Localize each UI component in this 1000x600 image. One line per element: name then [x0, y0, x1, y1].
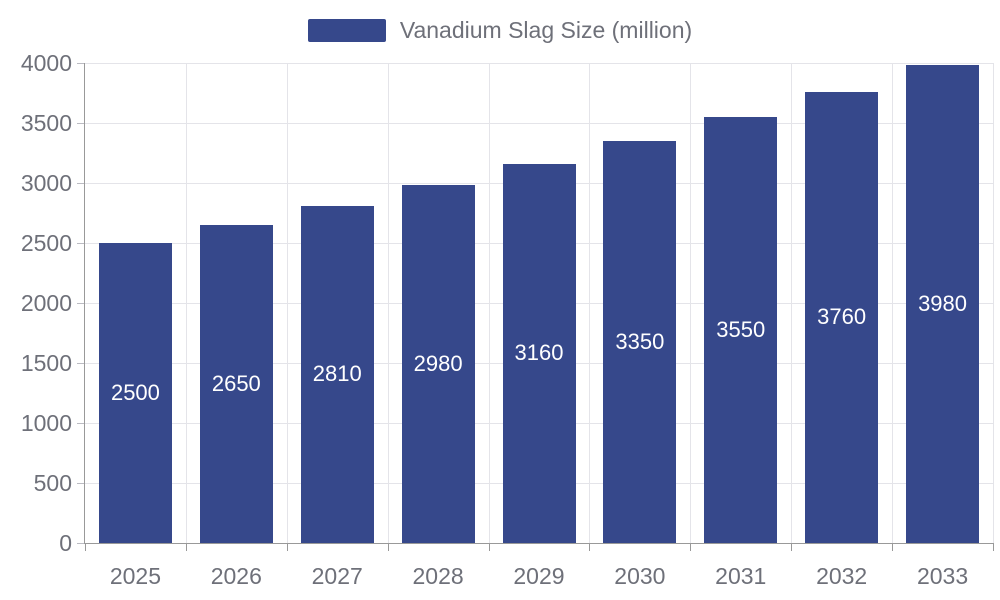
bar-value-label: 3980	[918, 291, 968, 317]
x-axis-label-2025: 2025	[109, 563, 162, 589]
bar-value-label: 2650	[211, 371, 261, 396]
x-axis-label-2030: 2030	[614, 563, 666, 589]
y-axis-label: 2000	[20, 290, 72, 316]
bar-2029[interactable]: 3160	[502, 163, 576, 543]
y-axis-tick	[77, 363, 84, 364]
x-axis-tick	[488, 544, 490, 551]
y-axis-label: 1500	[20, 350, 72, 376]
gridline-vertical	[286, 63, 288, 543]
gridline-vertical	[791, 63, 793, 543]
bar-value-label: 3550	[716, 317, 766, 342]
y-axis-label: 3500	[20, 110, 72, 136]
y-axis-tick	[77, 63, 84, 64]
x-axis-label-2032: 2032	[816, 563, 868, 589]
legend-swatch[interactable]	[307, 18, 386, 42]
x-axis-label-2026: 2026	[210, 563, 262, 589]
bar-value-label: 2810	[312, 361, 362, 387]
y-axis-label: 3000	[20, 170, 72, 196]
gridline-vertical	[993, 63, 994, 543]
y-axis-label: 0	[59, 530, 72, 556]
y-axis-label: 2500	[20, 230, 72, 256]
x-axis-tick	[85, 544, 86, 551]
gridline-horizontal	[85, 123, 993, 124]
bar-value-label: 3760	[817, 304, 867, 330]
x-axis-tick	[185, 544, 187, 551]
y-axis-label: 500	[33, 470, 72, 496]
gridline-vertical	[387, 63, 389, 543]
gridline-vertical	[488, 63, 490, 543]
bar-value-label: 3160	[514, 340, 564, 366]
x-axis-tick	[690, 544, 692, 551]
x-axis-tick	[791, 544, 793, 551]
x-axis-tick	[387, 544, 389, 551]
bar-value-label: 2980	[413, 351, 463, 377]
gridline-horizontal	[85, 63, 993, 64]
x-axis-label-2031: 2031	[715, 563, 767, 589]
bar-2030[interactable]: 3350	[603, 141, 677, 543]
legend[interactable]: Vanadium Slag Size (million)	[0, 17, 1000, 43]
gridline-vertical	[892, 63, 894, 543]
bar-2032[interactable]: 3760	[805, 91, 879, 543]
gridline-vertical	[185, 63, 187, 543]
bar-value-label: 3350	[615, 329, 665, 354]
x-axis-label-2033: 2033	[916, 563, 969, 589]
x-axis-tick	[993, 544, 994, 551]
bar-2033[interactable]: 3980	[906, 65, 980, 543]
x-axis-line	[84, 543, 994, 544]
gridline-vertical	[690, 63, 692, 543]
bar-2025[interactable]: 2500	[98, 243, 172, 543]
y-axis-label: 4000	[20, 50, 72, 76]
y-axis-tick	[77, 183, 84, 184]
x-axis-label-2029: 2029	[513, 563, 565, 589]
y-axis-tick	[77, 243, 84, 244]
bar-value-label: 2500	[110, 380, 160, 405]
x-axis-label-2027: 2027	[311, 563, 363, 589]
y-axis-tick	[77, 123, 84, 124]
y-axis-tick	[77, 483, 84, 484]
x-axis-tick	[286, 544, 288, 551]
y-axis-tick	[77, 423, 84, 424]
y-axis-line	[84, 63, 85, 544]
legend-label[interactable]: Vanadium Slag Size (million)	[399, 17, 693, 43]
bar-2028[interactable]: 2980	[401, 185, 475, 543]
bar-2027[interactable]: 2810	[300, 205, 374, 543]
y-axis-label: 1000	[20, 410, 72, 436]
bar-2031[interactable]: 3550	[704, 117, 778, 543]
gridline-vertical	[589, 63, 591, 543]
x-axis-tick	[589, 544, 591, 551]
x-axis-label-2028: 2028	[412, 563, 464, 589]
bar-2026[interactable]: 2650	[199, 225, 273, 543]
y-axis-tick	[77, 303, 84, 304]
y-axis-tick	[77, 543, 84, 544]
x-axis-tick	[892, 544, 894, 551]
